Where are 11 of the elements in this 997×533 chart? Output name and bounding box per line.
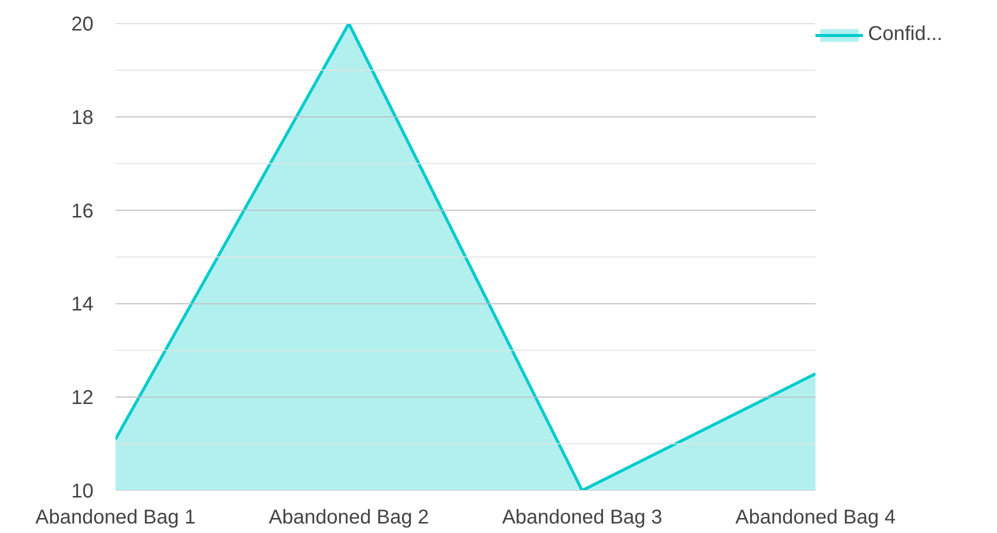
y-tick-label: 18 [71,106,94,129]
y-tick-label: 16 [71,200,94,222]
x-tick-label: Abandoned Bag 4 [735,506,896,528]
y-tick-label: 20 [71,14,94,36]
y-tick-label: 10 [71,480,94,502]
y-tick-label: 12 [71,387,94,410]
legend-label: Confid... [868,23,944,46]
x-tick-label: Abandoned Bag 3 [502,506,662,528]
x-tick-label: Abandoned Bag 1 [35,506,196,528]
x-tick-label: Abandoned Bag 2 [268,506,429,528]
y-tick-label: 14 [71,294,94,316]
